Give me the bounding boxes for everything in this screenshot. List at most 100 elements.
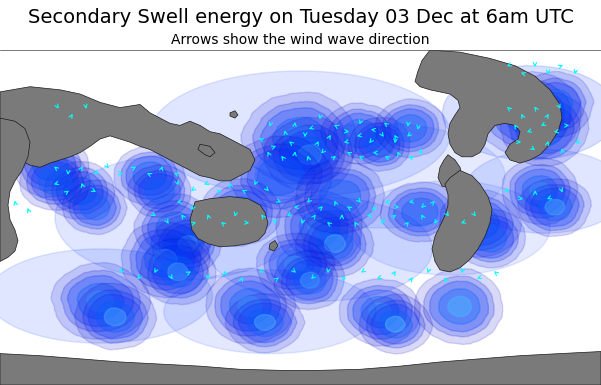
Polygon shape [75,283,156,350]
Polygon shape [347,286,412,339]
Polygon shape [394,115,427,142]
Polygon shape [200,178,281,246]
Polygon shape [225,294,305,353]
Polygon shape [386,109,434,148]
Polygon shape [126,156,174,195]
Polygon shape [518,179,591,236]
Polygon shape [359,294,433,354]
Polygon shape [339,279,421,346]
Polygon shape [61,270,141,331]
Polygon shape [488,80,571,150]
Polygon shape [365,132,394,157]
Ellipse shape [464,149,601,233]
Polygon shape [114,146,186,205]
Polygon shape [430,281,489,332]
Polygon shape [300,272,319,288]
Polygon shape [148,245,209,298]
Polygon shape [241,92,357,185]
Text: Arrows show the wind wave direction: Arrows show the wind wave direction [171,33,430,47]
Polygon shape [233,300,297,347]
Polygon shape [104,308,126,326]
Polygon shape [414,269,503,345]
Polygon shape [240,144,322,209]
Polygon shape [299,211,340,246]
Polygon shape [528,82,581,126]
Polygon shape [272,117,326,161]
Polygon shape [515,103,575,154]
Polygon shape [254,315,276,330]
Polygon shape [379,310,412,338]
Polygon shape [121,221,210,298]
Polygon shape [525,184,584,231]
Ellipse shape [150,71,450,197]
Polygon shape [77,283,124,319]
Polygon shape [380,182,459,242]
Polygon shape [163,224,211,264]
Polygon shape [156,212,194,243]
Polygon shape [63,180,127,234]
Polygon shape [142,201,208,254]
Polygon shape [44,161,115,219]
Polygon shape [56,171,103,210]
Polygon shape [448,197,513,251]
Polygon shape [178,236,197,252]
Polygon shape [382,105,439,152]
Polygon shape [281,256,338,304]
Polygon shape [439,190,522,258]
Polygon shape [215,276,287,336]
Polygon shape [361,296,399,328]
Polygon shape [297,145,322,164]
Polygon shape [296,211,374,277]
Polygon shape [69,185,121,229]
Polygon shape [151,214,222,275]
Polygon shape [133,162,166,189]
Polygon shape [310,172,370,221]
Polygon shape [264,239,327,290]
Polygon shape [367,300,425,348]
Polygon shape [439,289,480,324]
Polygon shape [522,176,558,207]
Polygon shape [159,220,216,268]
Polygon shape [530,188,579,227]
Polygon shape [140,238,216,305]
Polygon shape [284,127,315,151]
Polygon shape [536,89,573,120]
Polygon shape [515,72,594,137]
Polygon shape [80,194,110,220]
Polygon shape [171,230,204,258]
Polygon shape [168,263,188,281]
Polygon shape [375,99,446,157]
Polygon shape [293,266,326,294]
Polygon shape [26,157,84,204]
Polygon shape [466,219,514,258]
Polygon shape [231,136,333,218]
Polygon shape [530,182,550,200]
Polygon shape [538,194,572,221]
Polygon shape [134,194,216,261]
Polygon shape [394,192,446,232]
Polygon shape [308,218,331,238]
Polygon shape [515,169,565,214]
Polygon shape [257,233,335,296]
Polygon shape [52,167,108,214]
Polygon shape [304,218,366,270]
Polygon shape [288,137,330,171]
Polygon shape [128,165,191,218]
Polygon shape [304,167,376,226]
Polygon shape [24,144,76,187]
Polygon shape [453,201,508,246]
Polygon shape [473,224,507,252]
Polygon shape [285,198,354,259]
Polygon shape [96,301,135,332]
Polygon shape [334,113,386,154]
Polygon shape [349,117,410,171]
Polygon shape [19,140,81,191]
Polygon shape [388,188,451,236]
Polygon shape [130,229,201,290]
Polygon shape [239,303,291,343]
Polygon shape [319,180,361,214]
Text: Secondary Swell energy on Tuesday 03 Dec at 6am UTC: Secondary Swell energy on Tuesday 03 Dec… [28,8,573,27]
Polygon shape [545,199,565,215]
Ellipse shape [207,197,433,301]
Polygon shape [461,208,499,239]
